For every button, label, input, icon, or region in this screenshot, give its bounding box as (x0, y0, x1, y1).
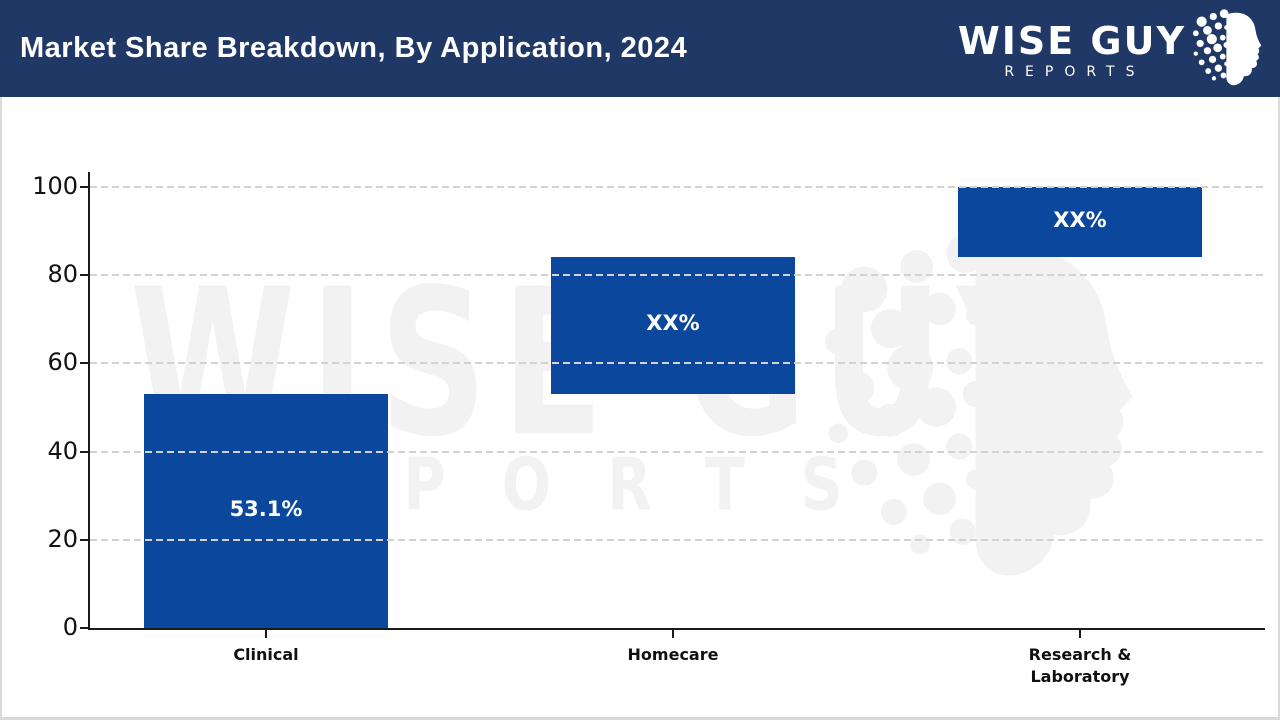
bar-value-label: 53.1% (229, 496, 303, 521)
logo-subtitle: REPORTS (1004, 63, 1146, 80)
y-tick-label: 100 (32, 172, 78, 200)
x-category-label: Research & Laboratory (1028, 645, 1132, 686)
x-axis-line (88, 628, 1265, 630)
x-tick-mark (1079, 630, 1081, 638)
chart-canvas: WISE GUY REPORTS 53.1% XX% XX% 0 20 40 60 80 100… (0, 97, 1280, 720)
y-tick-mark (80, 186, 88, 188)
y-tick-label: 60 (47, 348, 78, 377)
y-tick-mark (80, 627, 88, 629)
gridline-40 (90, 450, 1265, 453)
y-axis-line (88, 172, 90, 630)
wiseguy-head-icon (1190, 9, 1270, 91)
header-bar: Market Share Breakdown, By Application, … (0, 0, 1280, 97)
y-tick-mark (80, 274, 88, 277)
watermark-head-icon (812, 232, 1172, 606)
bar-homecare (551, 256, 795, 394)
y-tick-label: 0 (62, 613, 78, 641)
bar-clinical (144, 393, 388, 628)
logo-wordmark: WISE GUY (957, 18, 1186, 63)
wiseguy-logo-text: WISE GUY REPORTS (958, 21, 1186, 80)
bar-research- (958, 187, 1202, 257)
y-tick-mark (80, 538, 88, 541)
y-tick-label: 80 (47, 260, 78, 289)
gridline-80 (90, 274, 1265, 277)
x-category-label: Clinical (233, 645, 299, 664)
gridline-60 (90, 362, 1265, 365)
x-tick-mark (672, 630, 674, 638)
gridline-20 (90, 538, 1265, 541)
y-tick-mark (80, 362, 88, 365)
bar-value-label: XX% (646, 311, 700, 336)
bar-value-label: XX% (1053, 207, 1107, 232)
gridline-100 (90, 186, 1265, 188)
page-title: Market Share Breakdown, By Application, … (20, 32, 688, 64)
x-category-label: Homecare (627, 645, 719, 664)
wiseguy-logo: WISE GUY REPORTS (958, 6, 1270, 94)
x-tick-mark (265, 630, 267, 638)
y-tick-label: 40 (47, 436, 78, 465)
y-tick-mark (80, 450, 88, 453)
y-tick-label: 20 (47, 524, 78, 553)
